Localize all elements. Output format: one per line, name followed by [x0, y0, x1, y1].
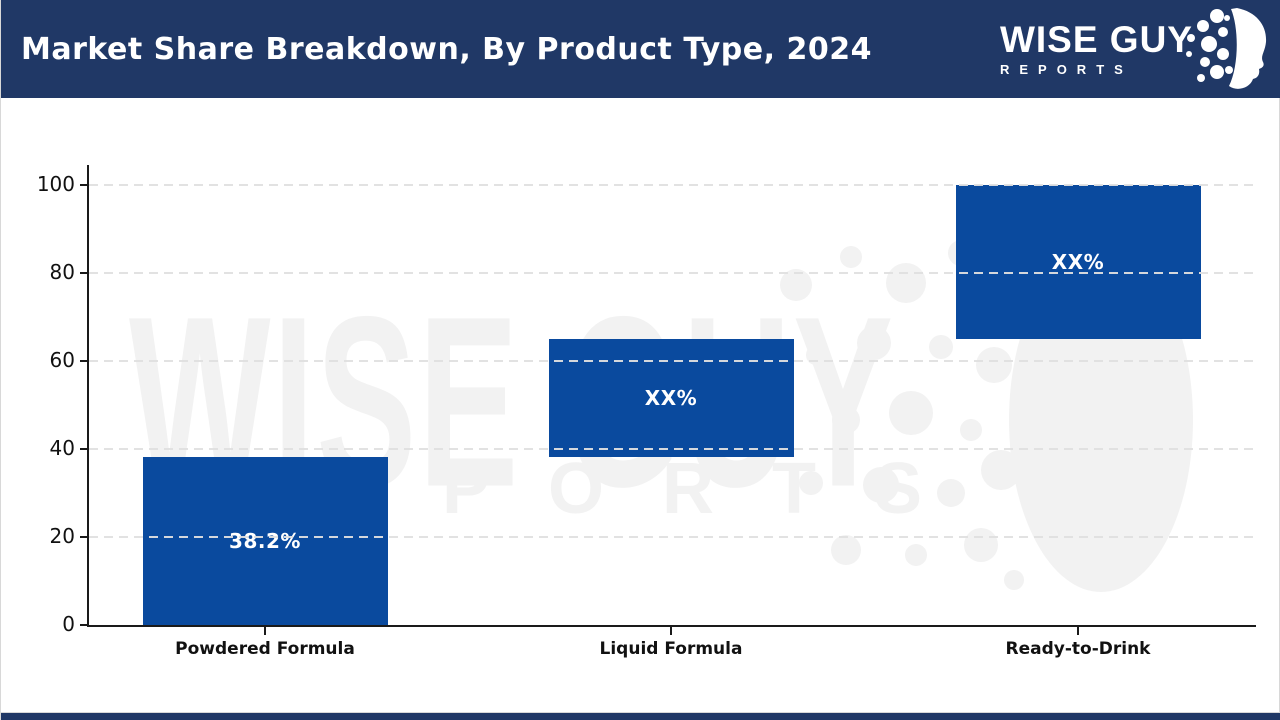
y-tick-label-0: 0 — [62, 612, 75, 636]
y-tick-mark-60 — [80, 360, 89, 362]
y-tick-mark-80 — [80, 272, 89, 274]
bar-value-label: XX% — [1051, 250, 1105, 274]
y-tick-label-20: 20 — [49, 524, 75, 548]
y-tick-label-40: 40 — [49, 436, 75, 460]
bar-value-label: 38.2% — [229, 528, 301, 553]
y-tick-label-80: 80 — [49, 260, 75, 284]
y-tick-label-100: 100 — [36, 172, 75, 196]
x-tick-label-powdered-formula: Powdered Formula — [175, 639, 355, 659]
page-title: Market Share Breakdown, By Product Type,… — [21, 31, 872, 67]
y-tick-label-60: 60 — [49, 348, 75, 372]
gridline-80 — [89, 272, 1254, 274]
y-tick-mark-0 — [80, 624, 89, 626]
footer-bar — [1, 713, 1280, 720]
x-tick-mark — [264, 627, 266, 635]
y-axis-line — [87, 165, 89, 627]
y-tick-mark-20 — [80, 536, 89, 538]
logo-wordmark: WISE GUY — [999, 19, 1193, 60]
bar-liquid-formula: XX% — [548, 339, 794, 457]
x-tick-label-liquid-formula: Liquid Formula — [599, 639, 743, 659]
bottom-border-line — [1, 712, 1280, 713]
x-tick-label-ready-to-drink: Ready-to-Drink — [1005, 639, 1151, 659]
x-axis-line — [87, 625, 1256, 627]
y-tick-mark-40 — [80, 448, 89, 450]
gridline-60 — [89, 360, 1254, 362]
gridline-40 — [89, 448, 1254, 450]
y-tick-mark-100 — [80, 184, 89, 186]
bar-ready-to-drink: XX% — [955, 185, 1201, 339]
logo-subtext: REPORTS — [999, 62, 1133, 77]
x-tick-mark — [1077, 627, 1079, 635]
x-tick-mark — [670, 627, 672, 635]
brand-logo: WISE GUY REPORTS — [1000, 0, 1269, 98]
gridline-20 — [89, 536, 1254, 538]
bar-powdered-formula: 38.2% — [142, 456, 388, 625]
gridline-100 — [89, 184, 1254, 186]
logo-face-dots-icon — [1186, 8, 1267, 89]
bar-value-label: XX% — [644, 385, 698, 410]
header-bar: Market Share Breakdown, By Product Type,… — [1, 0, 1280, 98]
